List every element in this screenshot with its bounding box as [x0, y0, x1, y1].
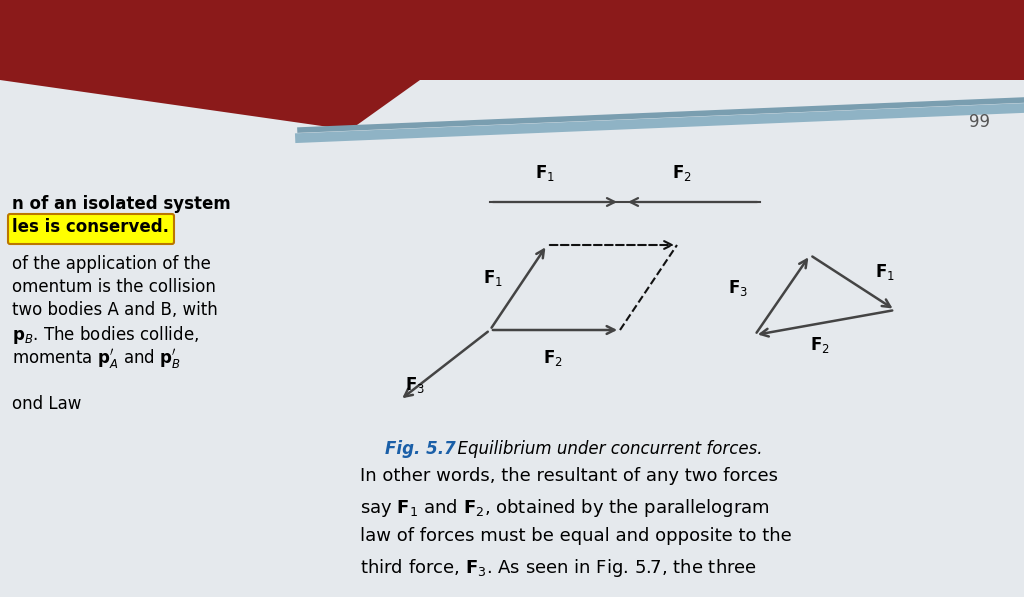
Text: $\mathbf{F}_1$: $\mathbf{F}_1$: [536, 163, 555, 183]
Polygon shape: [0, 80, 1024, 597]
Text: ond Law: ond Law: [12, 395, 81, 413]
Text: $\mathbf{p}_B$. The bodies collide,: $\mathbf{p}_B$. The bodies collide,: [12, 324, 199, 346]
Text: $\mathbf{F}_3$: $\mathbf{F}_3$: [404, 375, 425, 395]
Text: n of an isolated system: n of an isolated system: [12, 195, 230, 213]
Text: law of forces must be equal and opposite to the: law of forces must be equal and opposite…: [360, 527, 792, 545]
Text: $\mathbf{F}_2$: $\mathbf{F}_2$: [672, 163, 692, 183]
Text: $\mathbf{F}_3$: $\mathbf{F}_3$: [728, 278, 748, 298]
Text: momenta $\mathbf{p}^\prime_A$ and $\mathbf{p}^\prime_B$: momenta $\mathbf{p}^\prime_A$ and $\math…: [12, 347, 181, 371]
Text: omentum is the collision: omentum is the collision: [12, 278, 216, 296]
Text: $\mathbf{F}_1$: $\mathbf{F}_1$: [483, 268, 503, 288]
Text: Fig. 5.7: Fig. 5.7: [385, 440, 456, 458]
Polygon shape: [0, 0, 1024, 130]
Text: third force, $\mathbf{F}_3$. As seen in Fig. 5.7, the three: third force, $\mathbf{F}_3$. As seen in …: [360, 557, 757, 579]
Text: two bodies A and B, with: two bodies A and B, with: [12, 301, 218, 319]
Text: say $\mathbf{F}_1$ and $\mathbf{F}_2$, obtained by the parallelogram: say $\mathbf{F}_1$ and $\mathbf{F}_2$, o…: [360, 497, 770, 519]
Text: $\mathbf{F}_2$: $\mathbf{F}_2$: [543, 348, 563, 368]
Text: 99: 99: [969, 113, 990, 131]
Text: les is conserved.: les is conserved.: [12, 218, 169, 236]
Text: In other words, the resultant of any two forces: In other words, the resultant of any two…: [360, 467, 778, 485]
FancyBboxPatch shape: [8, 214, 174, 244]
Text: of the application of the: of the application of the: [12, 255, 211, 273]
Text: Equilibrium under concurrent forces.: Equilibrium under concurrent forces.: [447, 440, 763, 458]
Text: $\mathbf{F}_1$: $\mathbf{F}_1$: [874, 262, 895, 282]
Text: $\mathbf{F}_2$: $\mathbf{F}_2$: [810, 335, 829, 355]
